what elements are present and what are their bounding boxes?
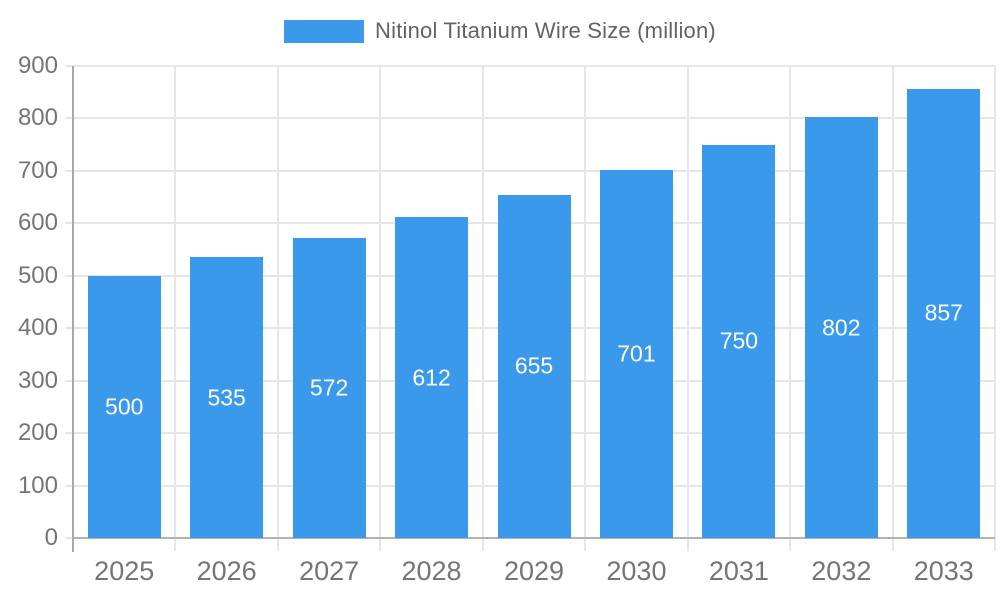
- y-gridline: [65, 65, 995, 67]
- plot-area: 500 535 572 612 655 701 750 802 857: [65, 65, 996, 552]
- bar-value-label: 655: [514, 352, 554, 379]
- y-axis-tick-label: 500: [17, 261, 58, 289]
- x-axis-tick-label: 2033: [913, 556, 974, 586]
- bar-value-label: 802: [822, 314, 861, 341]
- y-axis-tick-label: 900: [17, 52, 58, 79]
- x-axis-tick-label: 2026: [196, 556, 257, 586]
- legend[interactable]: Nitinol Titanium Wire Size (million): [0, 18, 1000, 44]
- legend-label: Nitinol Titanium Wire Size (million): [375, 18, 716, 43]
- y-axis-tick-label: 400: [17, 314, 58, 342]
- x-gridline: [276, 66, 279, 551]
- bar-value-label: 857: [924, 299, 963, 326]
- bar-value-label: 535: [207, 384, 246, 411]
- legend-swatch: [284, 19, 365, 43]
- bar-value-label: 750: [719, 327, 759, 354]
- x-gridline: [481, 66, 484, 551]
- x-gridline: [584, 66, 587, 551]
- y-gridline: [65, 117, 995, 120]
- bar-value-label: 612: [412, 364, 451, 391]
- bar-2032[interactable]: [804, 117, 878, 538]
- x-gridline: [891, 66, 894, 551]
- bar-2030[interactable]: [599, 170, 673, 538]
- bar-2025[interactable]: [87, 275, 161, 538]
- bar-2026[interactable]: [190, 257, 264, 538]
- y-axis-line: [72, 66, 74, 552]
- x-axis-tick-label: 2030: [606, 556, 667, 586]
- bar-2027[interactable]: [292, 238, 366, 538]
- bar-2033[interactable]: [907, 88, 981, 538]
- x-axis-line: [73, 537, 995, 539]
- bar-value-label: 572: [309, 374, 349, 401]
- y-axis-tick-label: 800: [17, 104, 58, 132]
- x-gridline: [994, 66, 996, 551]
- bar-value-label: 500: [105, 393, 144, 420]
- y-axis-tick-label: 700: [17, 156, 58, 184]
- x-gridline: [789, 66, 792, 551]
- x-gridline: [686, 66, 689, 551]
- y-axis-tick-label: 300: [17, 366, 58, 394]
- x-gridline: [379, 66, 382, 551]
- x-axis-tick-label: 2027: [299, 556, 360, 586]
- x-gridline: [174, 66, 177, 551]
- bar-value-label: 701: [617, 340, 656, 367]
- y-axis-tick-label: 200: [17, 419, 58, 447]
- y-gridline: [65, 169, 995, 172]
- x-axis-tick-label: 2031: [708, 556, 769, 586]
- bar-2028[interactable]: [395, 217, 469, 538]
- x-axis-tick-label: 2032: [811, 556, 872, 586]
- bar-2029[interactable]: [497, 194, 571, 538]
- y-axis-tick-label: 0: [44, 524, 58, 551]
- y-axis-tick-label: 100: [17, 471, 58, 499]
- x-axis-tick-label: 2028: [401, 556, 462, 586]
- y-axis-tick-label: 600: [17, 209, 58, 237]
- x-axis-tick-label: 2025: [94, 556, 155, 586]
- bar-2031[interactable]: [702, 144, 776, 538]
- x-axis-tick-label: 2029: [503, 556, 565, 586]
